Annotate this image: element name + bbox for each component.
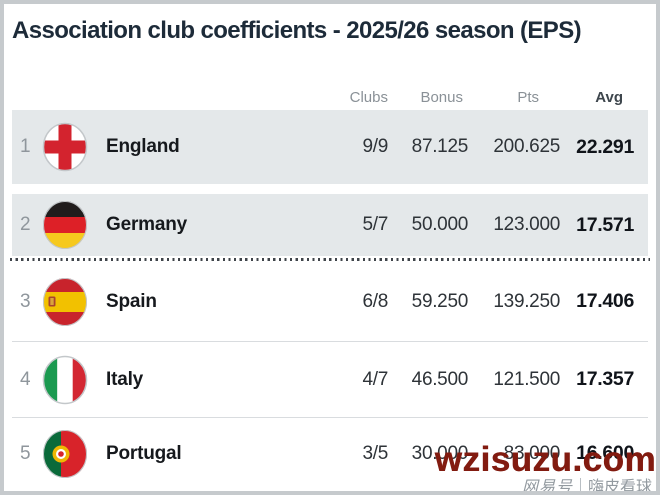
- table-row-germany: 2 Germany 5/7 50.000 123.: [12, 194, 648, 256]
- clubs-value: 6/8: [362, 290, 388, 312]
- account-name-label: 嗨皮看球: [587, 479, 652, 495]
- pts-value: 83.000: [503, 442, 561, 464]
- country-name: Portugal: [106, 442, 182, 464]
- bonus-value: 59.250: [411, 290, 469, 312]
- header-avg: Avg: [595, 88, 623, 106]
- italy-flag-icon: [42, 355, 88, 405]
- bonus-value: 46.500: [411, 368, 469, 390]
- bonus-value: 50.000: [411, 214, 469, 235]
- header-bonus: Bonus: [420, 88, 463, 106]
- bonus-value: 30.000: [411, 442, 469, 464]
- avg-value: 17.357: [576, 368, 634, 390]
- source-badge: 网易号 嗨皮看球: [521, 473, 652, 495]
- avg-value: 22.291: [576, 135, 634, 158]
- table-row-spain: 3 Spain: [12, 262, 648, 342]
- spain-flag-icon: [42, 277, 88, 327]
- pts-value: 123.000: [493, 214, 560, 235]
- pts-value: 121.500: [493, 368, 560, 390]
- avg-value: 16.600: [576, 442, 634, 464]
- rank-label: 1: [20, 136, 31, 157]
- table-row-england: 1 England 9/9 87.125 200.: [12, 110, 648, 184]
- country-name: Spain: [106, 290, 157, 312]
- table-row-portugal: 5 Portugal: [12, 418, 648, 489]
- rank-label: 4: [20, 368, 31, 390]
- table-header: Clubs Bonus Pts Avg: [12, 86, 648, 108]
- clubs-value: 3/5: [362, 442, 388, 464]
- coefficients-table: Clubs Bonus Pts Avg 1: [10, 86, 650, 489]
- platform-label: 网易号: [521, 479, 573, 495]
- qualification-cutoff-divider: [10, 258, 650, 261]
- table-row-italy: 4 Italy 4/7 46.500 121.50: [12, 342, 648, 418]
- rank-label: 2: [20, 214, 31, 235]
- england-flag-icon: [42, 122, 88, 172]
- clubs-value: 4/7: [362, 368, 388, 390]
- portugal-flag-icon: [42, 429, 88, 479]
- header-pts: Pts: [517, 88, 539, 106]
- clubs-value: 5/7: [362, 214, 388, 235]
- germany-flag-icon: [42, 200, 88, 250]
- country-name: England: [106, 136, 180, 157]
- country-name: Germany: [106, 214, 187, 235]
- watermark-text: wzisuzu.com: [434, 440, 656, 479]
- rank-label: 3: [20, 290, 31, 312]
- bonus-value: 87.125: [411, 136, 469, 157]
- country-name: Italy: [106, 368, 144, 390]
- pts-value: 139.250: [493, 290, 560, 312]
- badge-divider-icon: [579, 477, 581, 491]
- page-title: Association club coefficients - 2025/26 …: [12, 17, 582, 44]
- avg-value: 17.571: [576, 213, 634, 236]
- pts-value: 200.625: [493, 136, 560, 157]
- avg-value: 17.406: [576, 290, 634, 312]
- clubs-value: 9/9: [362, 136, 388, 157]
- rank-label: 5: [20, 442, 31, 464]
- header-clubs: Clubs: [349, 88, 388, 106]
